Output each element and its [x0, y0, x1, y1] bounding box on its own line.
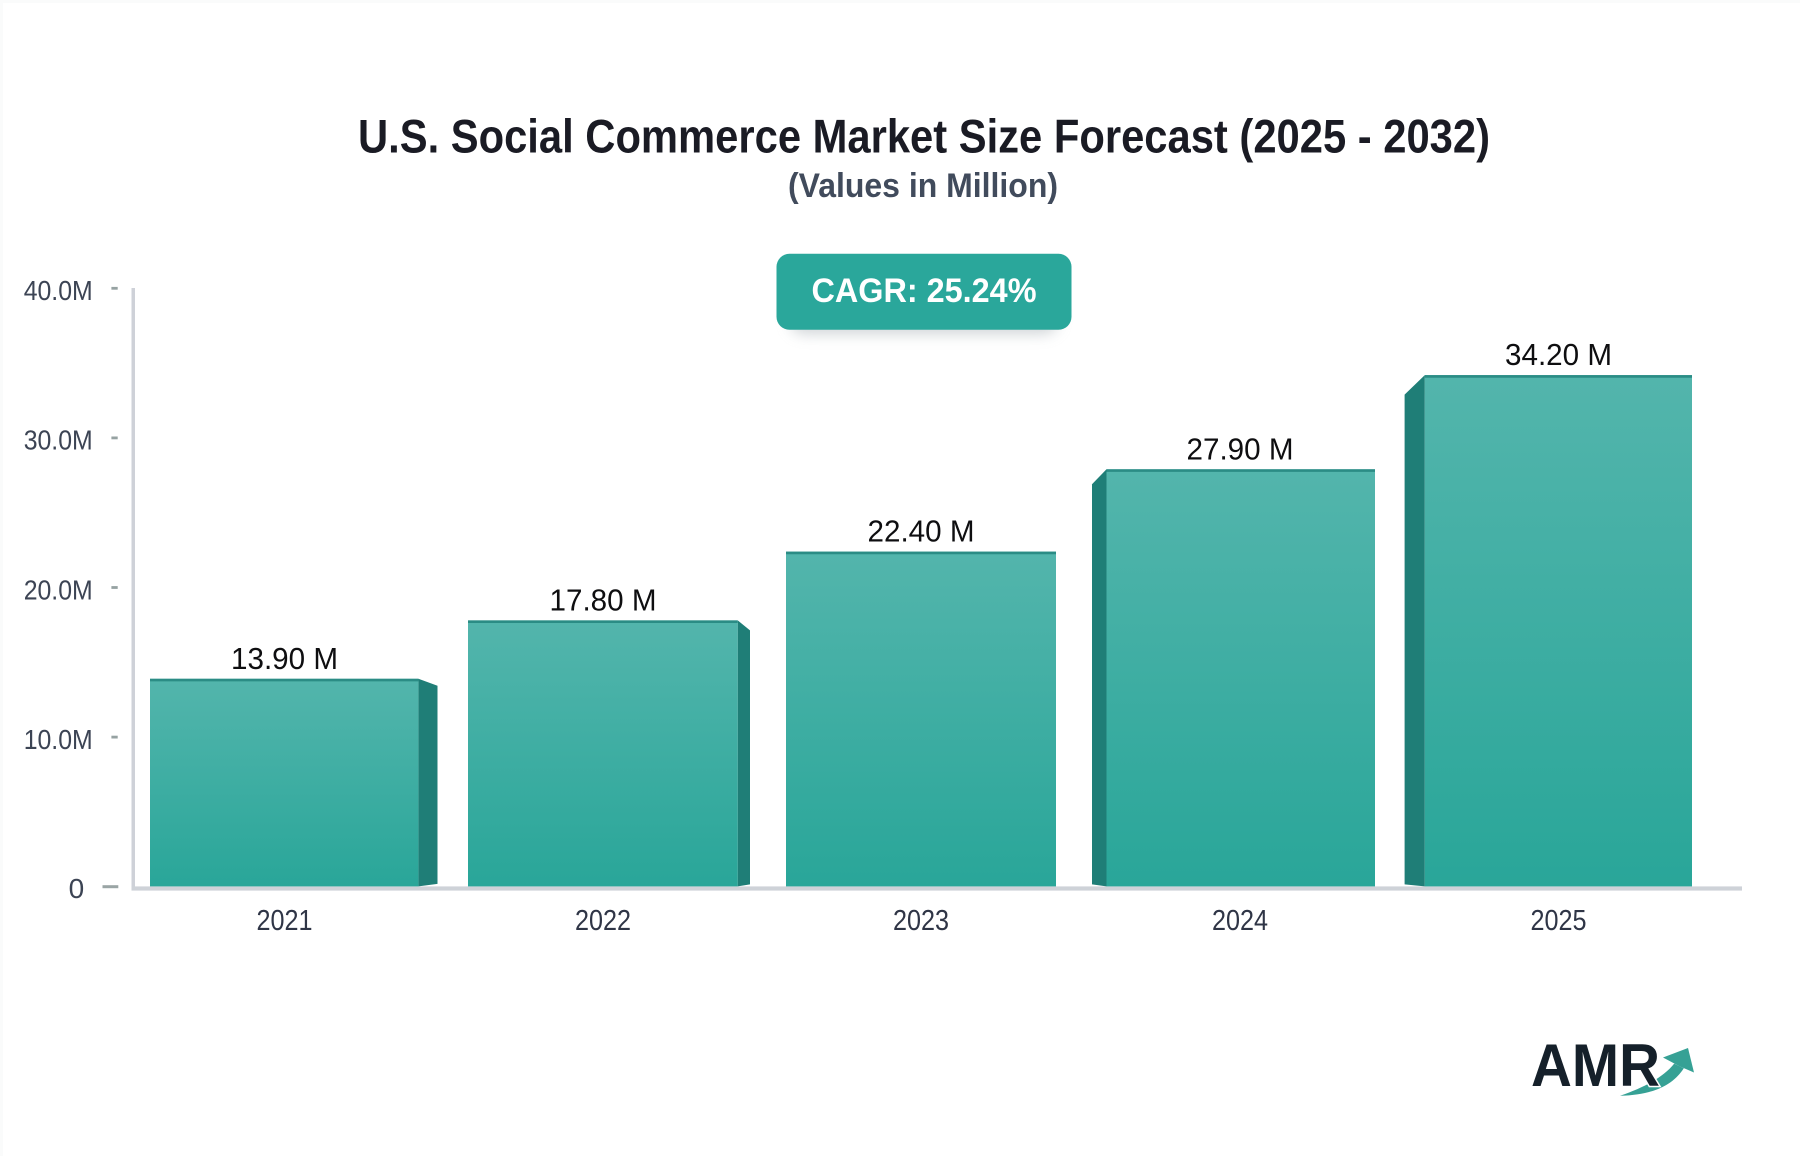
svg-text:2022: 2022 [575, 905, 631, 937]
svg-text:0: 0 [69, 873, 85, 904]
svg-text:22.40 M: 22.40 M [868, 514, 975, 549]
svg-text:U.S. Social Commerce Market Si: U.S. Social Commerce Market Size Forecas… [358, 109, 1490, 162]
svg-text:27.90 M: 27.90 M [1187, 431, 1294, 466]
svg-text:2023: 2023 [893, 905, 949, 937]
svg-text:17.80 M: 17.80 M [550, 582, 657, 617]
svg-text:20.0M: 20.0M [24, 574, 93, 605]
svg-text:2024: 2024 [1212, 905, 1268, 937]
svg-text:40.0M: 40.0M [24, 275, 93, 306]
svg-text:2025: 2025 [1531, 905, 1587, 937]
svg-text:2021: 2021 [257, 905, 313, 937]
svg-text:30.0M: 30.0M [24, 425, 93, 456]
svg-text:13.90 M: 13.90 M [231, 641, 338, 676]
svg-text:10.0M: 10.0M [24, 724, 93, 755]
svg-text:(Values in Million): (Values in Million) [788, 167, 1058, 205]
svg-text:34.20 M: 34.20 M [1505, 337, 1612, 372]
svg-text:CAGR: 25.24%: CAGR: 25.24% [812, 272, 1037, 310]
svg-text:AMR: AMR [1531, 1032, 1660, 1099]
